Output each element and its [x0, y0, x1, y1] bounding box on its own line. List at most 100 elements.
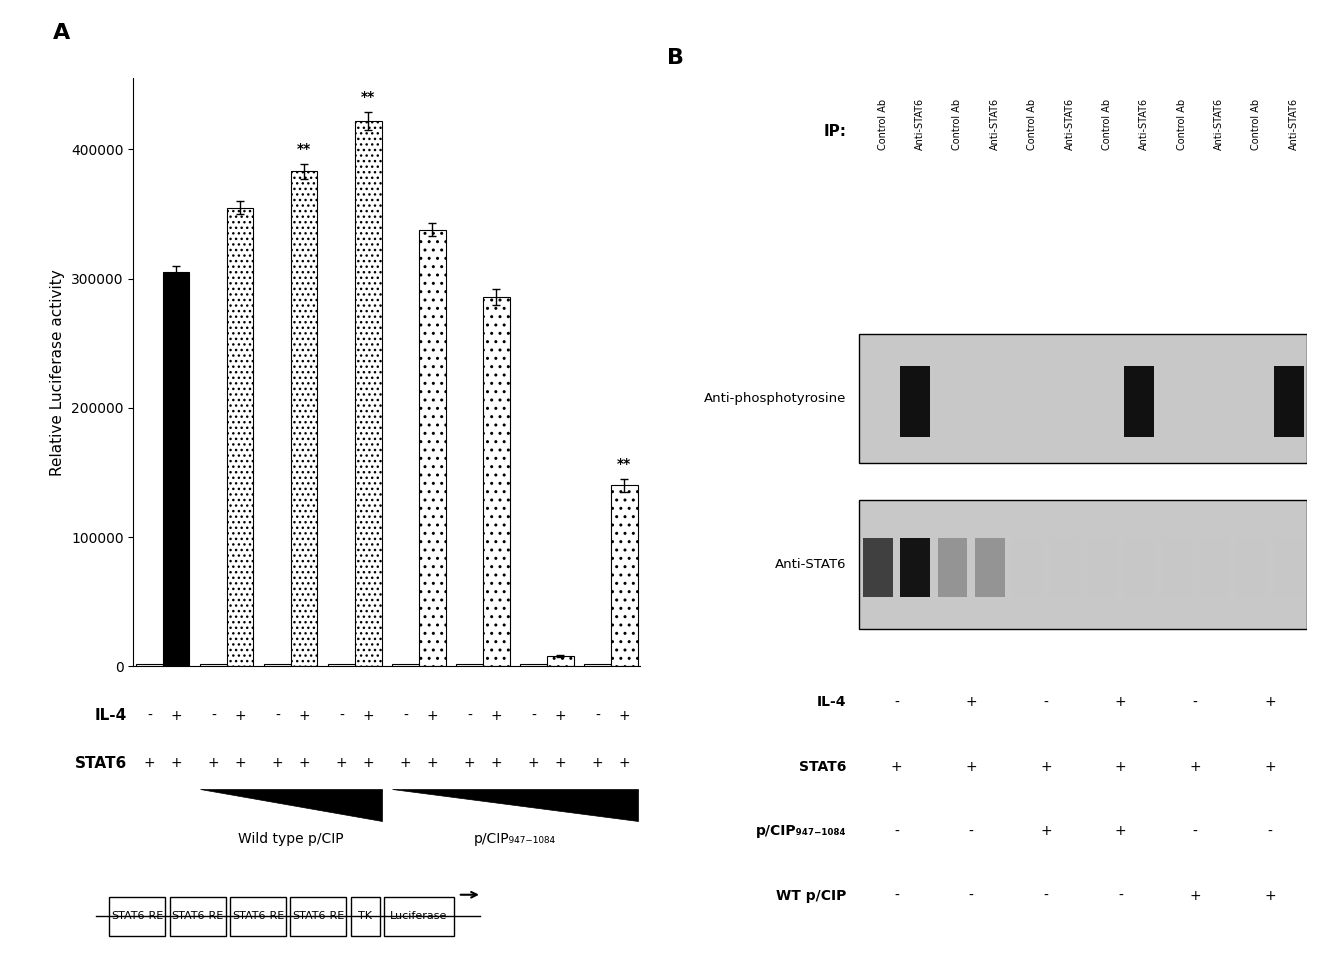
Bar	[355, 122, 382, 666]
Text: +: +	[235, 757, 245, 770]
Bar	[392, 663, 419, 666]
Text: Anti-STAT6: Anti-STAT6	[990, 98, 999, 150]
Text: IL-4: IL-4	[816, 696, 846, 710]
Bar	[584, 663, 611, 666]
Bar	[136, 663, 163, 666]
Text: -: -	[467, 709, 472, 722]
Bar	[1125, 367, 1154, 437]
Text: -: -	[894, 824, 899, 839]
Text: -: -	[211, 709, 216, 722]
Text: IL-4: IL-4	[95, 708, 127, 723]
Text: -: -	[403, 709, 408, 722]
Text: STAT6-RE: STAT6-RE	[111, 911, 164, 921]
Bar	[859, 334, 1307, 463]
Text: +: +	[528, 757, 539, 770]
Bar	[351, 897, 380, 936]
Text: +: +	[1115, 760, 1126, 774]
Bar	[1274, 367, 1303, 437]
Bar	[1013, 538, 1042, 597]
Bar	[859, 500, 1307, 629]
Text: -: -	[1118, 889, 1123, 903]
Text: Control Ab: Control Ab	[878, 99, 887, 150]
Bar	[1162, 538, 1191, 597]
Text: Wild type p/CIP: Wild type p/CIP	[237, 832, 344, 846]
Bar	[229, 897, 285, 936]
Bar	[384, 897, 454, 936]
Text: +: +	[363, 757, 374, 770]
Polygon shape	[200, 789, 382, 821]
Bar	[611, 485, 638, 666]
Text: Control Ab: Control Ab	[1177, 99, 1186, 150]
Text: +: +	[1265, 696, 1275, 710]
Text: **: **	[297, 142, 311, 156]
Text: Anti-phosphotyrosine: Anti-phosphotyrosine	[704, 392, 846, 405]
Text: +: +	[1190, 760, 1201, 774]
Text: +: +	[299, 709, 309, 722]
Text: -: -	[894, 889, 899, 903]
Text: -: -	[1043, 889, 1049, 903]
Text: +: +	[555, 757, 566, 770]
Text: +: +	[1190, 889, 1201, 903]
Text: +: +	[272, 757, 283, 770]
Bar	[264, 663, 291, 666]
Text: +: +	[299, 757, 309, 770]
Text: +: +	[427, 709, 438, 722]
Y-axis label: Relative Luciferase activity: Relative Luciferase activity	[51, 270, 65, 475]
Text: Control Ab: Control Ab	[1102, 99, 1111, 150]
Bar	[200, 663, 227, 666]
Text: -: -	[894, 696, 899, 710]
Bar	[109, 897, 165, 936]
Text: +: +	[1115, 696, 1126, 710]
Text: Luciferase: Luciferase	[390, 911, 448, 921]
Text: +: +	[427, 757, 438, 770]
Text: p/CIP₉₄₇₋₁₀₈₄: p/CIP₉₄₇₋₁₀₈₄	[755, 824, 846, 839]
Text: +: +	[400, 757, 411, 770]
Text: WT p/CIP: WT p/CIP	[776, 889, 846, 903]
Text: -: -	[1193, 696, 1198, 710]
Text: +: +	[208, 757, 219, 770]
Text: +: +	[1041, 824, 1051, 839]
Text: -: -	[147, 709, 152, 722]
Text: STAT6: STAT6	[75, 756, 127, 771]
Text: +: +	[464, 757, 475, 770]
Text: -: -	[968, 889, 974, 903]
Text: +: +	[966, 696, 976, 710]
Text: B: B	[667, 48, 684, 69]
Bar	[1125, 538, 1154, 597]
Text: +: +	[144, 757, 155, 770]
Bar	[1274, 538, 1303, 597]
Text: Control Ab: Control Ab	[952, 99, 962, 150]
Text: IP:: IP:	[823, 123, 846, 139]
Text: -: -	[339, 709, 344, 722]
Text: STAT6: STAT6	[799, 760, 846, 774]
Text: +: +	[363, 709, 374, 722]
Text: Anti-STAT6: Anti-STAT6	[1139, 98, 1149, 150]
Bar	[900, 367, 930, 437]
Text: TK: TK	[359, 911, 372, 921]
Text: STAT6-RE: STAT6-RE	[172, 911, 224, 921]
Bar	[163, 272, 189, 666]
Text: -: -	[531, 709, 536, 722]
Text: **: **	[362, 90, 375, 104]
Bar	[291, 172, 317, 666]
Bar	[863, 538, 892, 597]
Text: +: +	[966, 760, 976, 774]
Bar	[1199, 538, 1229, 597]
Text: A: A	[53, 24, 71, 43]
Bar	[938, 538, 967, 597]
Text: +: +	[491, 757, 502, 770]
Text: Anti-STAT6: Anti-STAT6	[775, 558, 846, 570]
Text: -: -	[1267, 824, 1273, 839]
Bar	[419, 229, 446, 666]
Text: +: +	[592, 757, 603, 770]
Text: Anti-STAT6: Anti-STAT6	[1065, 98, 1074, 150]
Text: +: +	[1041, 760, 1051, 774]
Text: p/CIP₉₄₇₋₁₀₈₄: p/CIP₉₄₇₋₁₀₈₄	[474, 832, 556, 846]
Text: +: +	[619, 757, 630, 770]
Bar	[975, 538, 1005, 597]
Text: Anti-STAT6: Anti-STAT6	[915, 98, 924, 150]
Bar	[328, 663, 355, 666]
Bar	[483, 297, 510, 666]
Text: +: +	[1265, 760, 1275, 774]
Bar	[456, 663, 483, 666]
